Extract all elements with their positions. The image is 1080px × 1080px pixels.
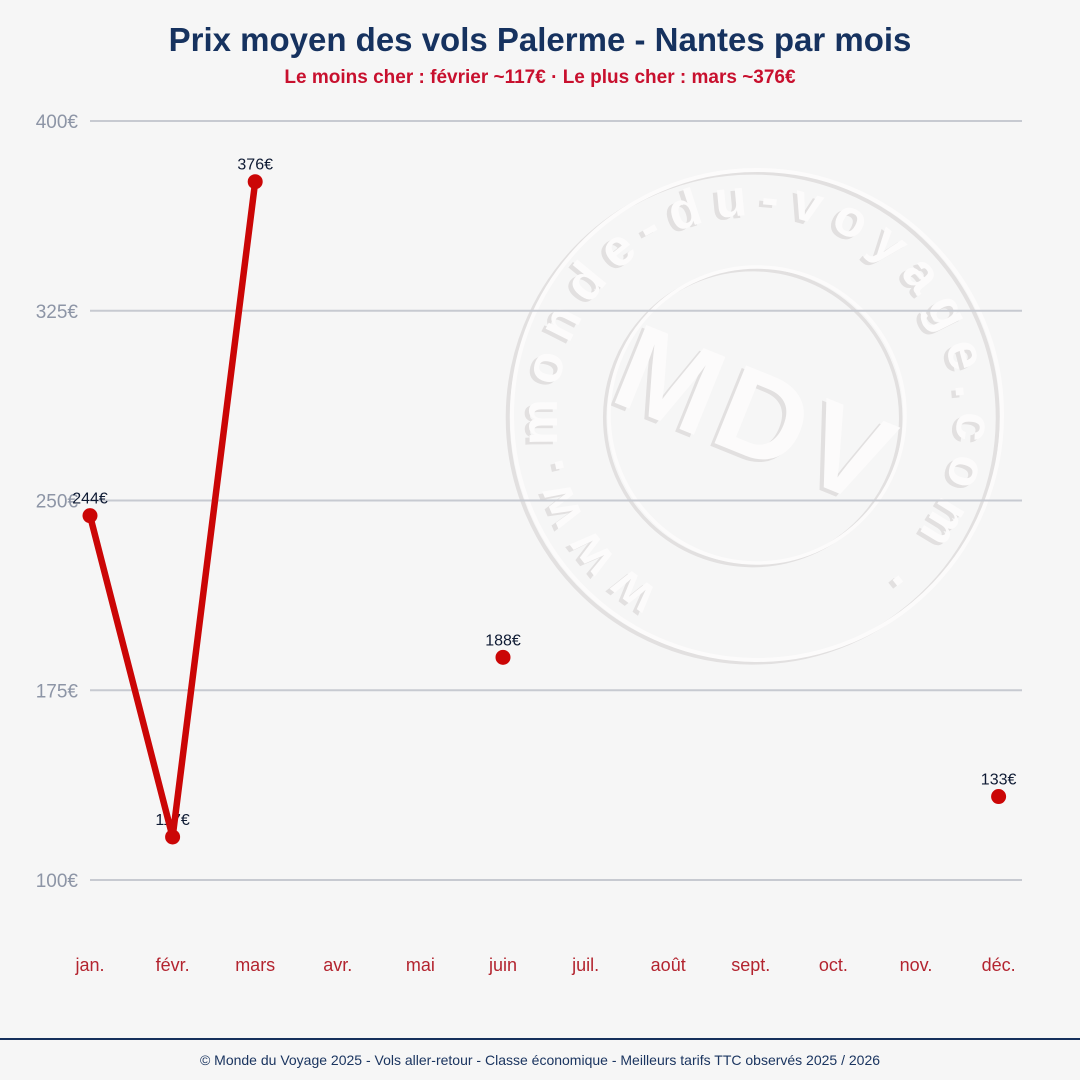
watermark-inner-ring — [607, 265, 907, 565]
data-point-label: 376€ — [237, 157, 273, 174]
month-label: oct. — [819, 955, 848, 975]
y-axis-label: 100€ — [36, 871, 79, 892]
month-label: août — [651, 955, 686, 975]
price-line-segment — [86, 512, 176, 841]
y-axis-label: 400€ — [36, 112, 79, 133]
watermark-outer-ring — [505, 170, 1000, 665]
y-axis-label: 325€ — [36, 302, 79, 323]
data-point-label: 133€ — [981, 772, 1017, 789]
month-label: juil. — [571, 955, 599, 975]
chart-header: Prix moyen des vols Palerme - Nantes par… — [0, 0, 1080, 89]
watermark-inner-ring — [602, 267, 903, 568]
footer-credit: © Monde du Voyage 2025 - Vols aller-reto… — [199, 1052, 881, 1068]
watermark-layer: www.monde-du-voyage.com · MDV — [436, 93, 1079, 734]
chart-title: Prix moyen des vols Palerme - Nantes par… — [168, 21, 912, 58]
watermark-outer-ring — [510, 167, 1004, 662]
chart-footer: © Monde du Voyage 2025 - Vols aller-reto… — [0, 1038, 1080, 1080]
y-axis-label: 250€ — [36, 492, 79, 513]
month-label: juin — [488, 955, 517, 975]
month-label: nov. — [900, 955, 933, 975]
chart-subtitle: Le moins cher : février ~117€ · Le plus … — [284, 67, 796, 88]
data-point — [247, 174, 263, 190]
data-point — [82, 508, 98, 524]
data-point — [991, 789, 1007, 805]
month-label: jan. — [74, 955, 104, 975]
watermark-stamp: www.monde-du-voyage.com · MDVwww.monde-d… — [432, 93, 1079, 737]
month-label: mars — [235, 955, 275, 975]
data-point — [165, 829, 181, 845]
month-label: déc. — [982, 955, 1016, 975]
data-point — [495, 649, 511, 665]
price-line-segment — [169, 178, 259, 841]
month-label: avr. — [323, 955, 352, 975]
data-point-label: 188€ — [485, 632, 521, 649]
month-label: mai — [406, 955, 435, 975]
data-point-label: 244€ — [72, 491, 108, 508]
month-label: sept. — [731, 955, 770, 975]
month-label: févr. — [156, 955, 190, 975]
y-axis-label: 175€ — [36, 681, 79, 702]
watermark-center-text: MDV — [597, 298, 916, 532]
